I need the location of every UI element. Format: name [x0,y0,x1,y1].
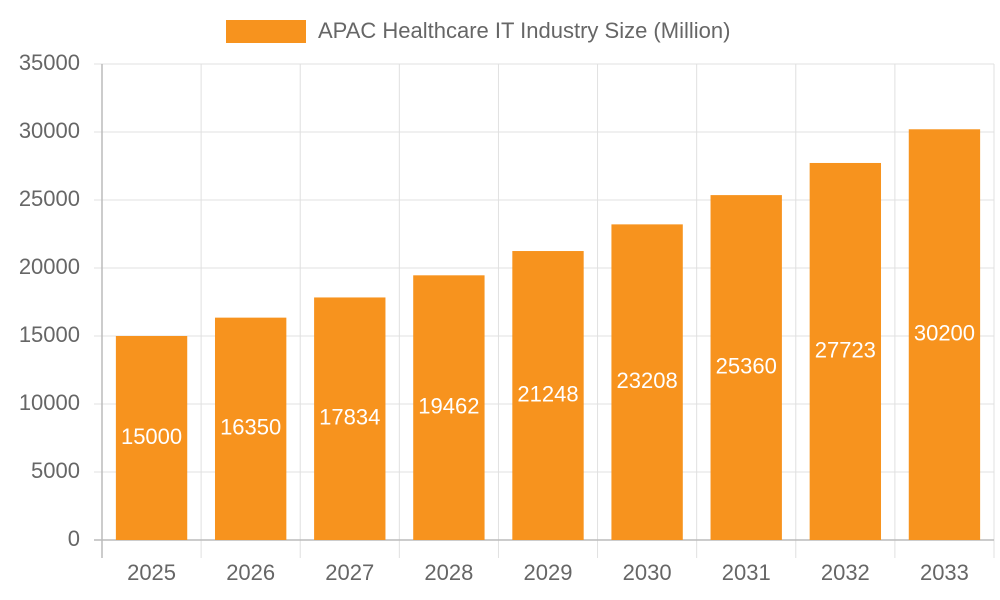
y-tick-label: 25000 [19,186,80,211]
x-tick-label: 2032 [821,560,870,585]
bar [115,336,188,540]
value-label: 16350 [220,415,281,440]
y-tick-label: 20000 [19,254,80,279]
bar [611,224,683,540]
x-tick-label: 2027 [325,560,374,585]
bar [512,251,584,540]
legend-swatch [226,20,306,43]
y-tick-label: 5000 [31,458,80,483]
legend-label: APAC Healthcare IT Industry Size (Millio… [318,18,730,43]
value-label: 15000 [121,424,182,449]
x-tick-label: 2030 [623,560,672,585]
bar [908,129,981,540]
x-tick-label: 2031 [722,560,771,585]
value-label: 21248 [517,381,578,406]
y-tick-label: 35000 [19,50,80,75]
value-label: 23208 [617,368,678,393]
y-tick-label: 15000 [19,322,80,347]
x-tick-label: 2033 [920,560,969,585]
bar [214,317,287,540]
value-label: 30200 [914,320,975,345]
y-tick-label: 30000 [19,118,80,143]
y-tick-label: 0 [68,526,80,551]
y-tick-label: 10000 [19,390,80,415]
value-label: 17834 [319,405,380,430]
bar [809,162,882,540]
bar [413,275,485,540]
value-label: 25360 [716,353,777,378]
x-tick-label: 2025 [127,560,176,585]
value-label: 19462 [418,393,479,418]
x-tick-label: 2029 [524,560,573,585]
value-label: 27723 [815,337,876,362]
bar [710,195,782,540]
bar [314,297,386,540]
x-tick-label: 2028 [424,560,473,585]
x-tick-label: 2026 [226,560,275,585]
